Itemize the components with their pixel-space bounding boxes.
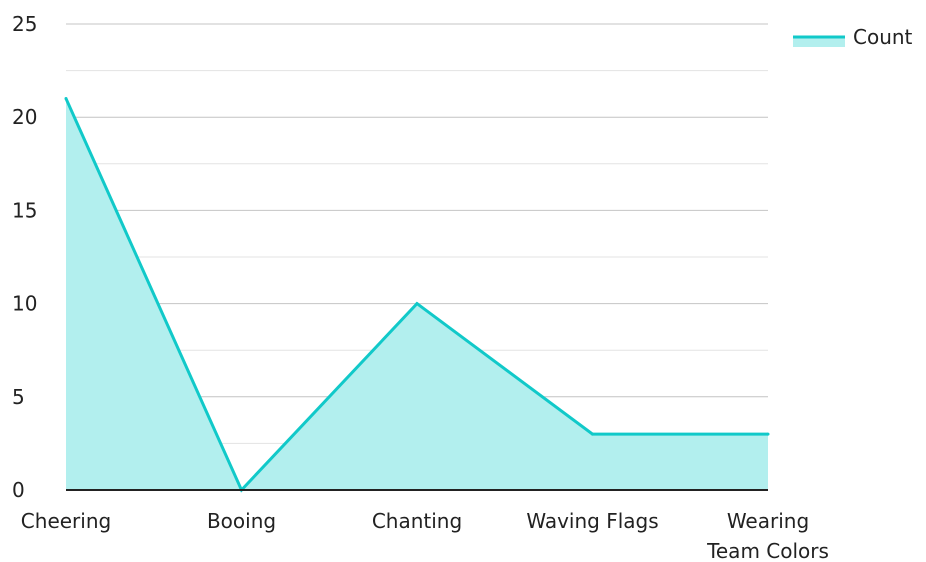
y-tick-label: 10 [12, 292, 37, 316]
x-tick-label: Wearing Team Colors [706, 509, 829, 562]
legend: Count [793, 25, 913, 49]
x-axis-ticks: Cheering Booing Chanting Waving Flags Wearin… [21, 509, 829, 562]
data-point-count [766, 432, 770, 436]
y-tick-label: 15 [12, 198, 37, 222]
x-tick-label: Booing [207, 509, 276, 533]
x-tick-label: Waving Flags [526, 509, 658, 533]
legend-label-count: Count [853, 25, 913, 49]
data-point-count [415, 302, 419, 306]
y-tick-label: 20 [12, 105, 37, 129]
x-tick-label: Chanting [372, 509, 462, 533]
legend-swatch-count [793, 37, 845, 47]
data-point-count [591, 432, 594, 436]
y-tick-label: 5 [12, 385, 25, 409]
series-area-count [66, 98, 768, 490]
x-tick-label: Cheering [21, 509, 111, 533]
series-area-layer [64, 97, 770, 493]
y-axis-ticks: 0 5 10 15 20 25 [12, 12, 37, 502]
y-tick-label: 25 [12, 12, 37, 36]
data-point-count [64, 97, 68, 101]
y-tick-label: 0 [12, 478, 25, 502]
